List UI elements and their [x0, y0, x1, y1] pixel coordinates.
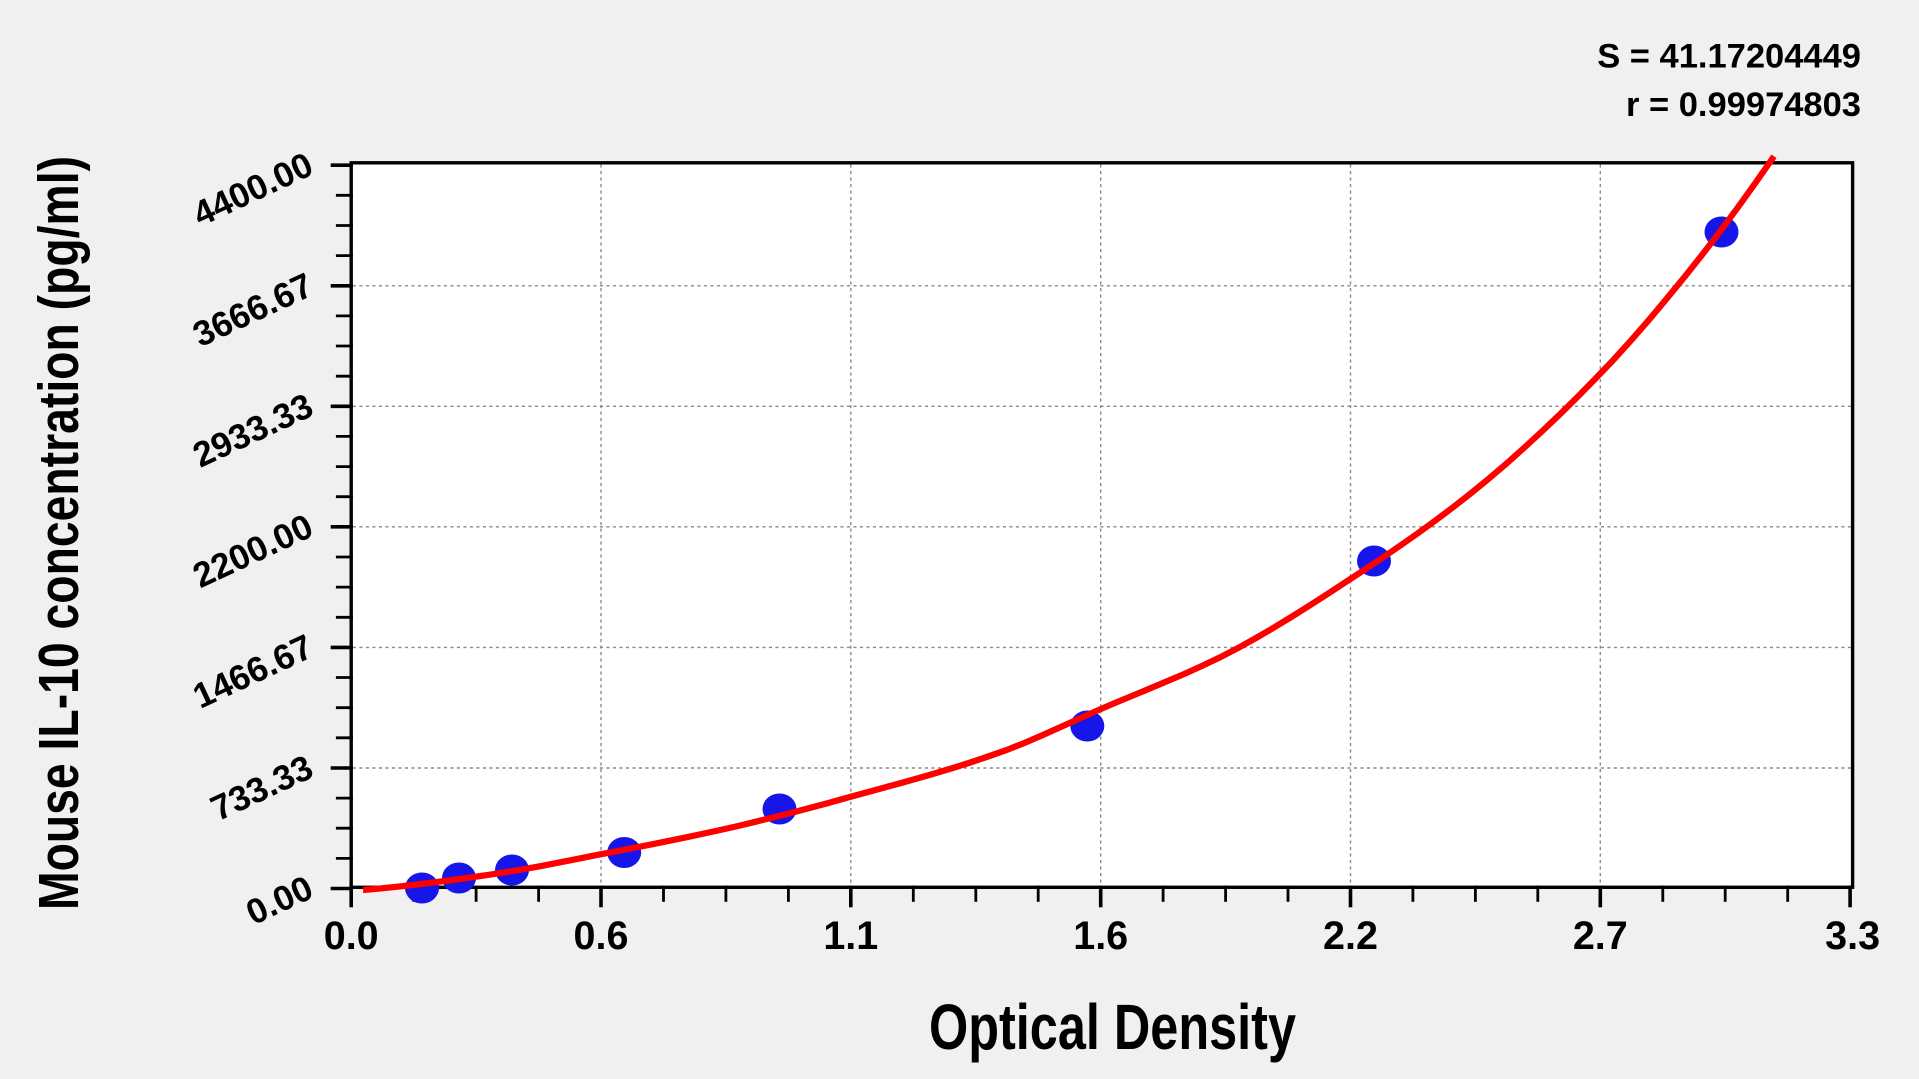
- svg-text:1.1: 1.1: [823, 914, 878, 958]
- svg-text:Mouse IL-10 concentration (pg/: Mouse IL-10 concentration (pg/ml): [27, 156, 91, 910]
- svg-text:1.6: 1.6: [1073, 914, 1128, 958]
- svg-text:0.0: 0.0: [324, 914, 379, 958]
- svg-text:3.3: 3.3: [1825, 914, 1880, 958]
- svg-text:0.6: 0.6: [574, 914, 629, 958]
- svg-text:S = 41.17204449: S = 41.17204449: [1597, 38, 1861, 76]
- svg-text:2.7: 2.7: [1573, 914, 1628, 958]
- svg-text:2.2: 2.2: [1323, 914, 1378, 958]
- svg-text:r = 0.99974803: r = 0.99974803: [1626, 86, 1861, 124]
- svg-text:Optical Density: Optical Density: [929, 991, 1296, 1063]
